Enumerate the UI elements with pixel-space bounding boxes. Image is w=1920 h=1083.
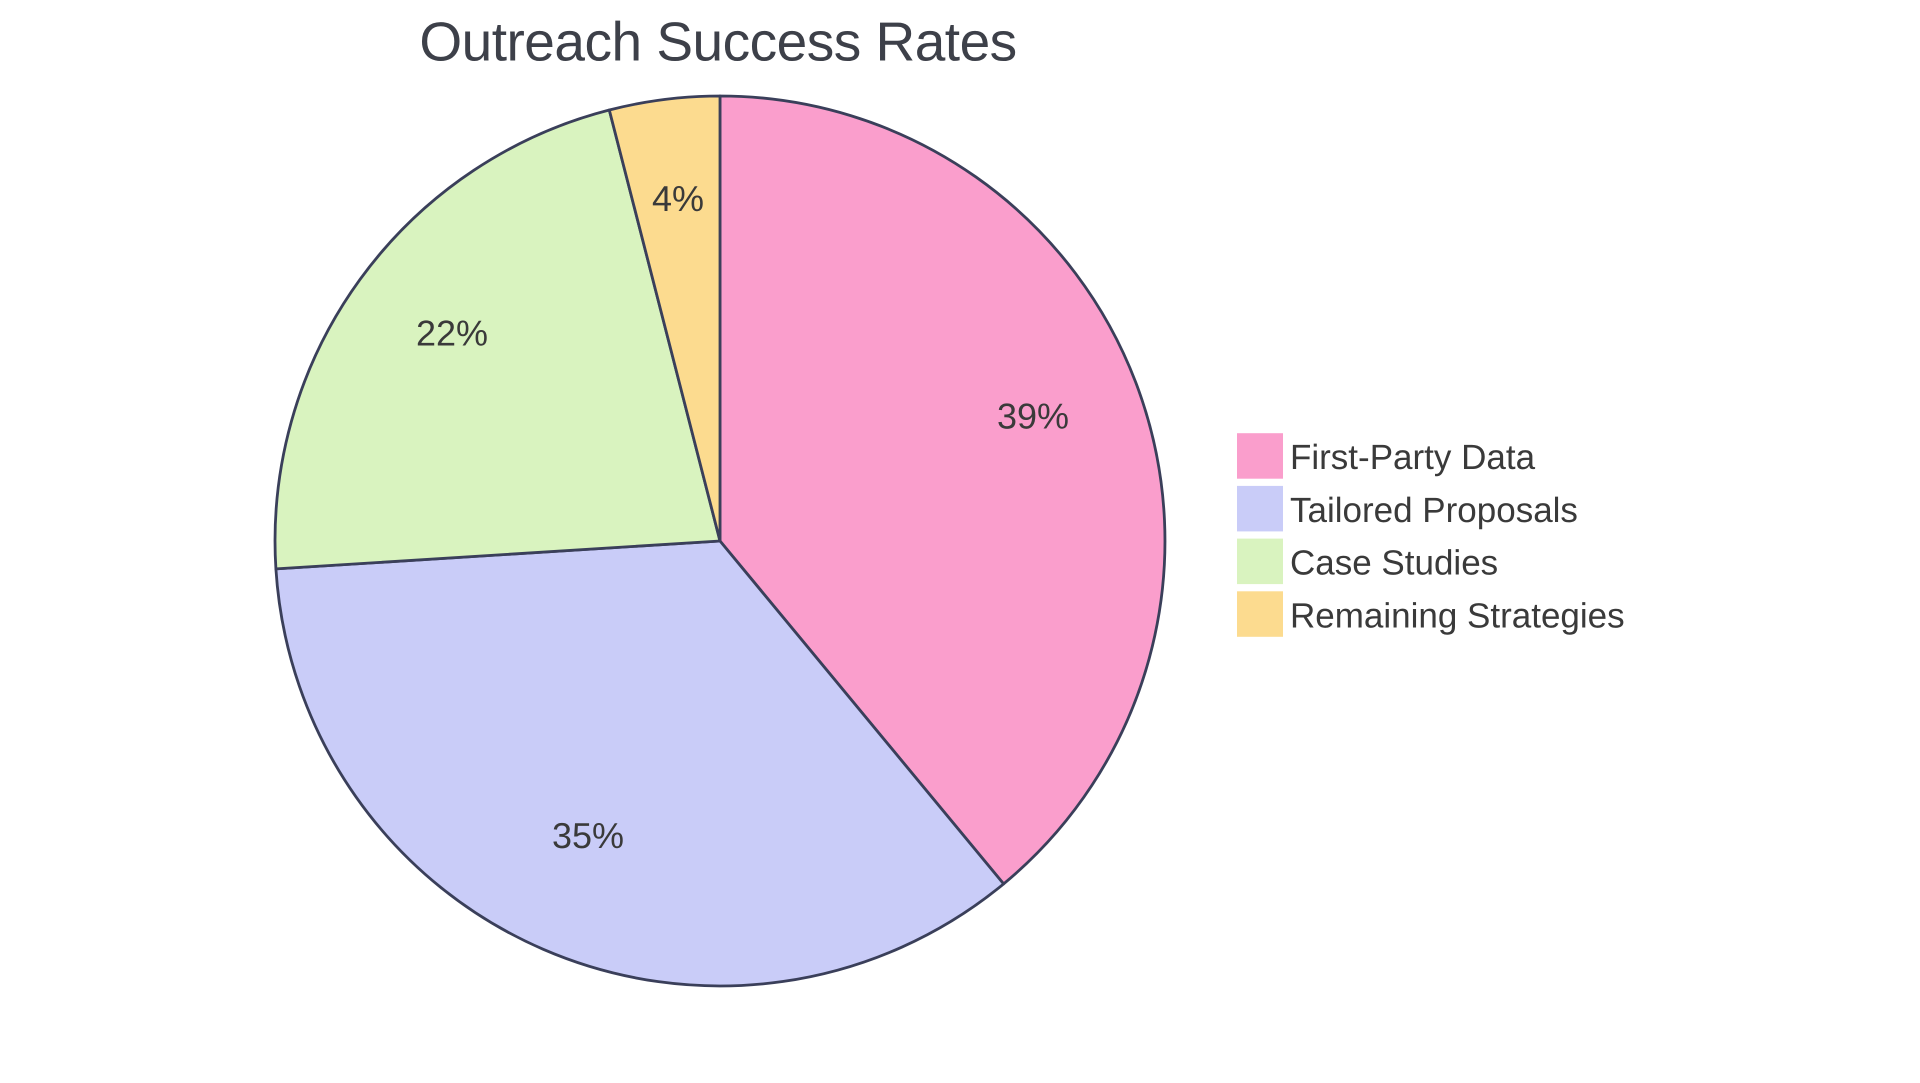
svg-text:Remaining Strategies: Remaining Strategies [1290,596,1625,635]
svg-text:First-Party Data: First-Party Data [1290,438,1536,477]
svg-text:4%: 4% [652,178,704,219]
svg-text:39%: 39% [997,396,1069,437]
svg-text:Outreach Success Rates: Outreach Success Rates [419,11,1016,73]
svg-text:Tailored Proposals: Tailored Proposals [1290,491,1578,530]
svg-text:22%: 22% [416,313,488,354]
svg-text:35%: 35% [552,815,624,856]
svg-text:Case Studies: Case Studies [1290,544,1498,583]
